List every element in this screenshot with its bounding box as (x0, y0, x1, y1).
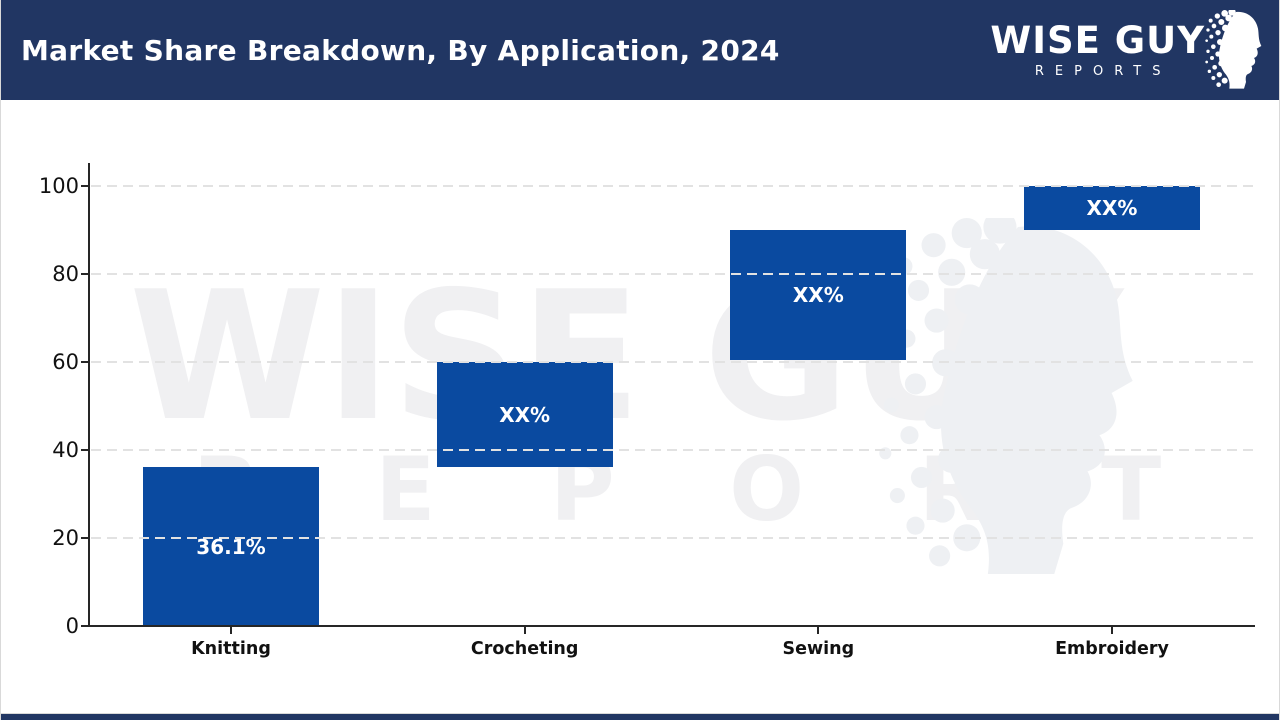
logo-head-icon (1201, 10, 1267, 90)
header: Market Share Breakdown, By Application, … (1, 0, 1279, 100)
x-tick-mark (523, 627, 526, 634)
y-gridline (91, 185, 1254, 187)
y-tick-mark (81, 361, 89, 363)
y-gridline (91, 361, 1254, 363)
y-tick-label: 60 (52, 350, 79, 374)
x-tick-mark (1111, 627, 1113, 634)
logo-wordmark: WISE GUY (990, 18, 1205, 62)
logo-text: WISE GUY REPORTS (990, 22, 1205, 79)
bar-value-label: XX% (499, 402, 551, 427)
bar-embroidery (1024, 186, 1200, 230)
y-tick-mark (81, 273, 89, 275)
brand-logo: WISE GUY REPORTS (990, 10, 1267, 90)
bar-sewing (730, 230, 907, 360)
footer-bar (1, 714, 1279, 720)
y-gridline (91, 537, 1254, 539)
x-category-label: Embroidery (1055, 639, 1169, 659)
footer-divider (1, 713, 1279, 714)
chart-title: Market Share Breakdown, By Application, … (21, 33, 780, 67)
x-category-label: Crocheting (470, 639, 579, 659)
x-tick-mark (230, 627, 232, 634)
y-tick-mark (81, 537, 89, 539)
logo-subtext: REPORTS (1034, 63, 1172, 79)
bar-value-label: 36.1% (196, 534, 266, 559)
y-tick-mark (81, 449, 89, 451)
x-category-label: Knitting (191, 639, 271, 659)
y-tick-label: 0 (65, 614, 79, 638)
y-tick-label: 100 (38, 174, 79, 198)
y-tick-label: 40 (52, 438, 79, 462)
x-category-label: Sewing (782, 639, 855, 659)
bar-knitting (143, 467, 319, 626)
y-axis-line (88, 163, 90, 627)
y-tick-label: 80 (52, 262, 79, 286)
x-axis-line (88, 625, 1255, 627)
y-tick-mark (81, 185, 89, 187)
y-gridline (91, 449, 1254, 451)
x-tick-mark (817, 627, 820, 634)
y-tick-label: 20 (52, 526, 79, 550)
bar-value-label: XX% (1086, 196, 1138, 220)
y-tick-mark (81, 625, 89, 627)
bar-value-label: XX% (792, 282, 844, 307)
y-gridline (91, 273, 1254, 275)
